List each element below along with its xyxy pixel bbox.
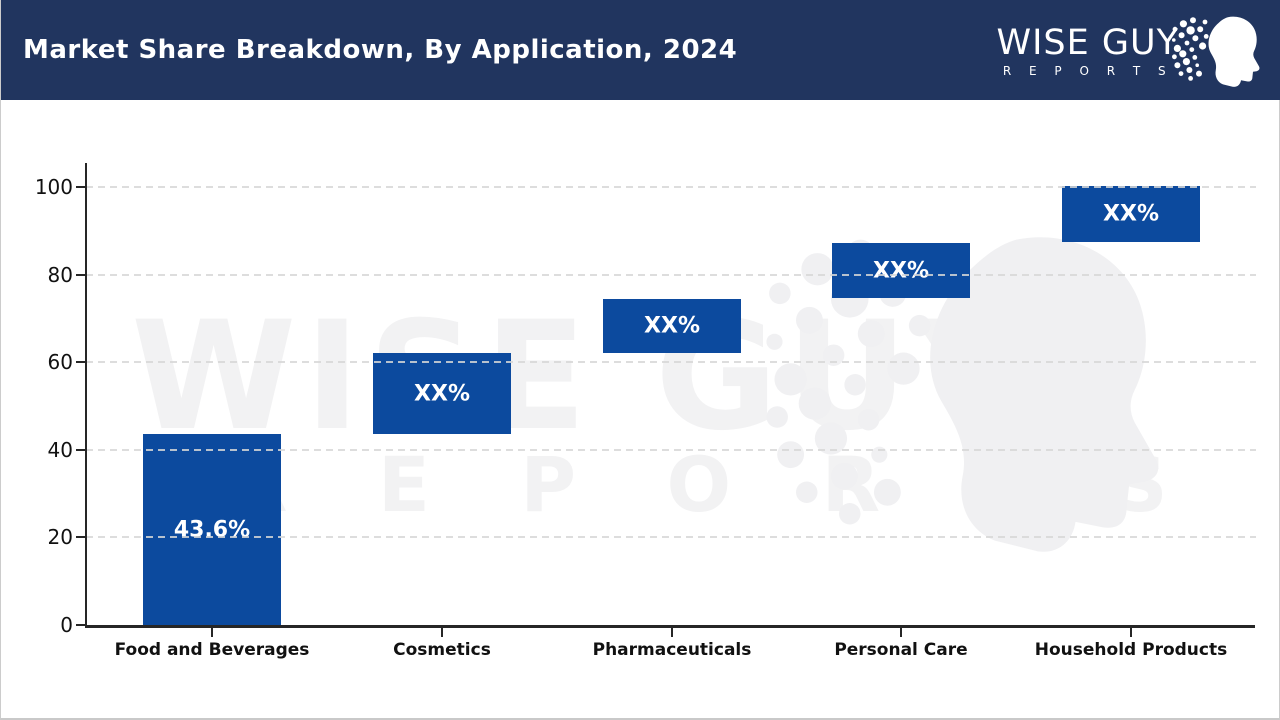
- x-tick-personal-care: [900, 628, 902, 637]
- y-tick-20: [76, 536, 86, 539]
- bar-household-products: [1062, 186, 1200, 243]
- y-tick-label-40: 40: [47, 437, 73, 462]
- chart-area: WISE GUY R E P O R T S 43.6% XX% XX% XX% XX%…: [1, 100, 1280, 720]
- bar-personal-care: [832, 243, 970, 299]
- y-tick-label-80: 80: [47, 262, 73, 287]
- y-tick-100: [76, 186, 86, 188]
- y-tick-label-20: 20: [47, 525, 73, 550]
- bars-layer: 43.6% XX% XX% XX% XX%: [1, 100, 1280, 720]
- brand-logo-tagline: R E P O R T S: [1002, 64, 1173, 78]
- page-title: Market Share Breakdown, By Application, …: [23, 35, 738, 65]
- y-tick-0: [76, 624, 86, 626]
- watermark-face-icon: [766, 237, 1159, 552]
- bar-pharmaceuticals: [603, 299, 741, 353]
- header-banner: Market Share Breakdown, By Application, …: [1, 0, 1280, 100]
- bar-value-label-cosmetics: XX%: [414, 381, 470, 407]
- x-tick-label-food-and-beverages: Food and Beverages: [114, 640, 310, 660]
- x-tick-label-personal-care: Personal Care: [834, 640, 968, 660]
- y-tick-40: [76, 448, 86, 451]
- y-tick-label-60: 60: [47, 350, 73, 375]
- y-tick-60: [76, 361, 86, 364]
- x-tick-label-household-products: Household Products: [1034, 640, 1228, 660]
- x-tick-food-and-beverages: [211, 628, 213, 637]
- bar-value-label-personal-care: XX%: [873, 258, 929, 284]
- bar-value-label-household-products: XX%: [1103, 201, 1159, 227]
- x-tick-pharmaceuticals: [671, 628, 673, 637]
- brand-face-icon: [1172, 16, 1260, 87]
- brand-logo-text: WISE GUY R E P O R T S: [996, 23, 1179, 79]
- y-tick-label-100: 100: [34, 175, 73, 199]
- x-tick-label-pharmaceuticals: Pharmaceuticals: [592, 640, 752, 660]
- x-axis-line: [85, 625, 1255, 628]
- x-tick-label-cosmetics: Cosmetics: [393, 640, 491, 660]
- bar-cosmetics: [373, 353, 511, 435]
- bar-food-and-beverages: [143, 434, 281, 625]
- y-tick-label-0: 0: [60, 613, 73, 637]
- bar-value-label-pharmaceuticals: XX%: [644, 313, 700, 339]
- axes-layer: 0 20 40 60 80 100 Food and Beverages Cosmetics P…: [1, 100, 1280, 720]
- y-axis-line: [85, 163, 87, 625]
- brand-logo: WISE GUY R E P O R T S: [996, 8, 1265, 96]
- x-tick-household-products: [1130, 628, 1132, 637]
- x-tick-cosmetics: [441, 628, 443, 637]
- brand-logo-name: WISE GUY: [996, 23, 1179, 63]
- y-tick-80: [76, 273, 86, 276]
